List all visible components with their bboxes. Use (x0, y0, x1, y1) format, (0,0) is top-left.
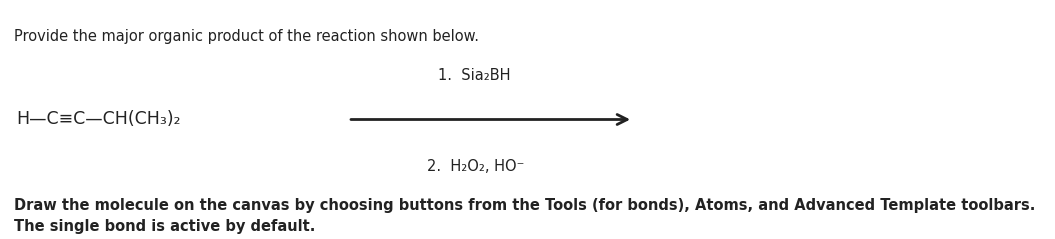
Text: H—C≡C—CH(CH₃)₂: H—C≡C—CH(CH₃)₂ (16, 110, 180, 129)
Text: 2.  H₂O₂, HO⁻: 2. H₂O₂, HO⁻ (427, 159, 524, 174)
Text: Provide the major organic product of the reaction shown below.: Provide the major organic product of the… (14, 29, 479, 44)
Text: 1.  Sia₂BH: 1. Sia₂BH (438, 68, 511, 83)
Text: Draw the molecule on the canvas by choosing buttons from the Tools (for bonds), : Draw the molecule on the canvas by choos… (14, 198, 1035, 234)
